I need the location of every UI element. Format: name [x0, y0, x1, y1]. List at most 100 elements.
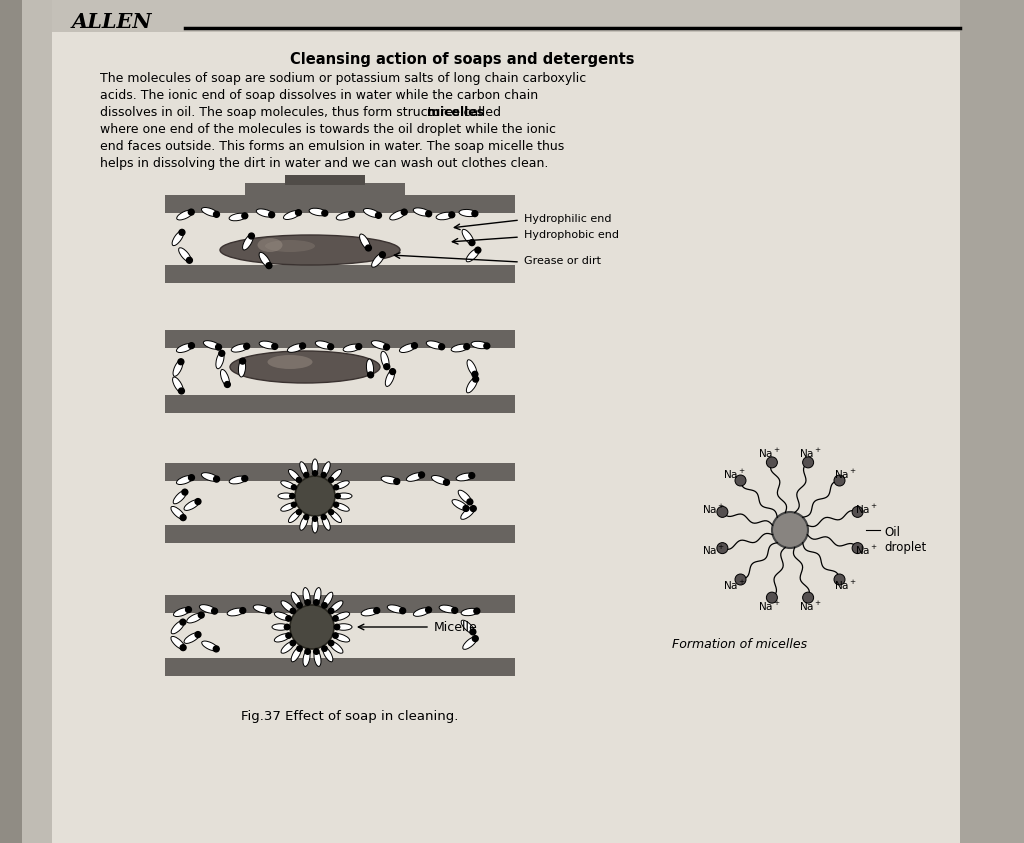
Circle shape — [803, 457, 814, 468]
Circle shape — [266, 263, 272, 269]
Circle shape — [443, 480, 450, 486]
Circle shape — [452, 608, 458, 614]
Circle shape — [834, 574, 845, 585]
Circle shape — [180, 645, 186, 651]
Ellipse shape — [462, 229, 474, 244]
Circle shape — [214, 212, 219, 217]
Text: Na$^+$: Na$^+$ — [799, 599, 822, 613]
Ellipse shape — [281, 642, 295, 653]
Circle shape — [296, 510, 301, 514]
Ellipse shape — [407, 473, 424, 481]
Ellipse shape — [335, 624, 352, 631]
Circle shape — [464, 344, 470, 350]
Ellipse shape — [334, 503, 349, 511]
Circle shape — [295, 476, 335, 516]
Ellipse shape — [336, 493, 352, 499]
Circle shape — [380, 252, 385, 258]
Ellipse shape — [289, 511, 300, 523]
Ellipse shape — [452, 344, 469, 352]
Ellipse shape — [334, 634, 349, 642]
Bar — [165, 395, 515, 413]
Ellipse shape — [256, 209, 273, 217]
Circle shape — [333, 633, 338, 638]
Ellipse shape — [361, 608, 379, 616]
Circle shape — [472, 371, 478, 377]
Circle shape — [296, 210, 301, 216]
Text: Fig.37 Effect of soap in cleaning.: Fig.37 Effect of soap in cleaning. — [242, 710, 459, 723]
Circle shape — [376, 212, 381, 218]
Ellipse shape — [309, 208, 327, 216]
Circle shape — [426, 211, 431, 217]
Ellipse shape — [314, 588, 321, 604]
Circle shape — [240, 608, 246, 614]
Text: end faces outside. This forms an emulsion in water. The soap micelle thus: end faces outside. This forms an emulsio… — [100, 140, 564, 153]
Circle shape — [240, 358, 246, 364]
Ellipse shape — [367, 359, 374, 377]
Text: Na$^+$: Na$^+$ — [758, 447, 781, 460]
Ellipse shape — [381, 352, 389, 368]
Ellipse shape — [436, 212, 454, 220]
Ellipse shape — [300, 515, 308, 530]
Circle shape — [212, 608, 217, 614]
Ellipse shape — [202, 207, 218, 217]
Ellipse shape — [300, 462, 308, 476]
Circle shape — [329, 510, 334, 514]
Circle shape — [178, 388, 184, 394]
Text: dissolves in oil. The soap molecules, thus form structures called: dissolves in oil. The soap molecules, th… — [100, 106, 505, 119]
Circle shape — [242, 213, 248, 218]
Ellipse shape — [176, 343, 194, 352]
Ellipse shape — [220, 235, 400, 265]
Text: Micelle: Micelle — [434, 621, 478, 634]
Ellipse shape — [461, 620, 475, 634]
Bar — [165, 330, 515, 348]
Ellipse shape — [289, 470, 300, 481]
Circle shape — [312, 470, 317, 475]
Text: Na$^+$: Na$^+$ — [702, 503, 725, 516]
Text: The molecules of soap are sodium or potassium salts of long chain carboxylic: The molecules of soap are sodium or pota… — [100, 72, 587, 85]
Ellipse shape — [278, 493, 294, 499]
Circle shape — [249, 233, 254, 239]
Ellipse shape — [288, 344, 304, 352]
Ellipse shape — [372, 253, 384, 267]
Circle shape — [297, 646, 302, 652]
Text: Hydrophobic end: Hydrophobic end — [524, 230, 618, 240]
Circle shape — [368, 372, 374, 378]
Circle shape — [717, 543, 728, 554]
Ellipse shape — [414, 608, 431, 616]
Circle shape — [188, 475, 195, 481]
Circle shape — [290, 641, 296, 646]
Ellipse shape — [322, 515, 330, 530]
Ellipse shape — [466, 377, 477, 393]
Circle shape — [305, 649, 310, 654]
Bar — [165, 463, 515, 481]
Circle shape — [772, 512, 808, 548]
Bar — [52, 0, 961, 843]
Circle shape — [366, 245, 372, 251]
Ellipse shape — [230, 351, 380, 383]
Circle shape — [412, 343, 418, 348]
Circle shape — [384, 363, 390, 369]
Ellipse shape — [463, 636, 477, 649]
Circle shape — [852, 543, 863, 554]
Bar — [165, 265, 515, 283]
Circle shape — [438, 344, 444, 350]
Ellipse shape — [173, 608, 190, 616]
Ellipse shape — [239, 359, 246, 377]
Ellipse shape — [330, 601, 343, 613]
Ellipse shape — [202, 641, 218, 651]
Circle shape — [484, 343, 489, 349]
Ellipse shape — [343, 344, 360, 352]
Circle shape — [224, 382, 230, 388]
Bar — [165, 595, 515, 613]
Circle shape — [292, 485, 297, 490]
Ellipse shape — [176, 475, 194, 485]
Text: Na$^+$: Na$^+$ — [702, 544, 725, 557]
Circle shape — [290, 609, 296, 614]
Text: Formation of micelles: Formation of micelles — [673, 638, 808, 651]
Circle shape — [186, 257, 193, 263]
Circle shape — [216, 344, 221, 350]
Circle shape — [463, 506, 469, 512]
Ellipse shape — [177, 210, 194, 220]
Circle shape — [766, 592, 777, 603]
Ellipse shape — [390, 210, 407, 220]
